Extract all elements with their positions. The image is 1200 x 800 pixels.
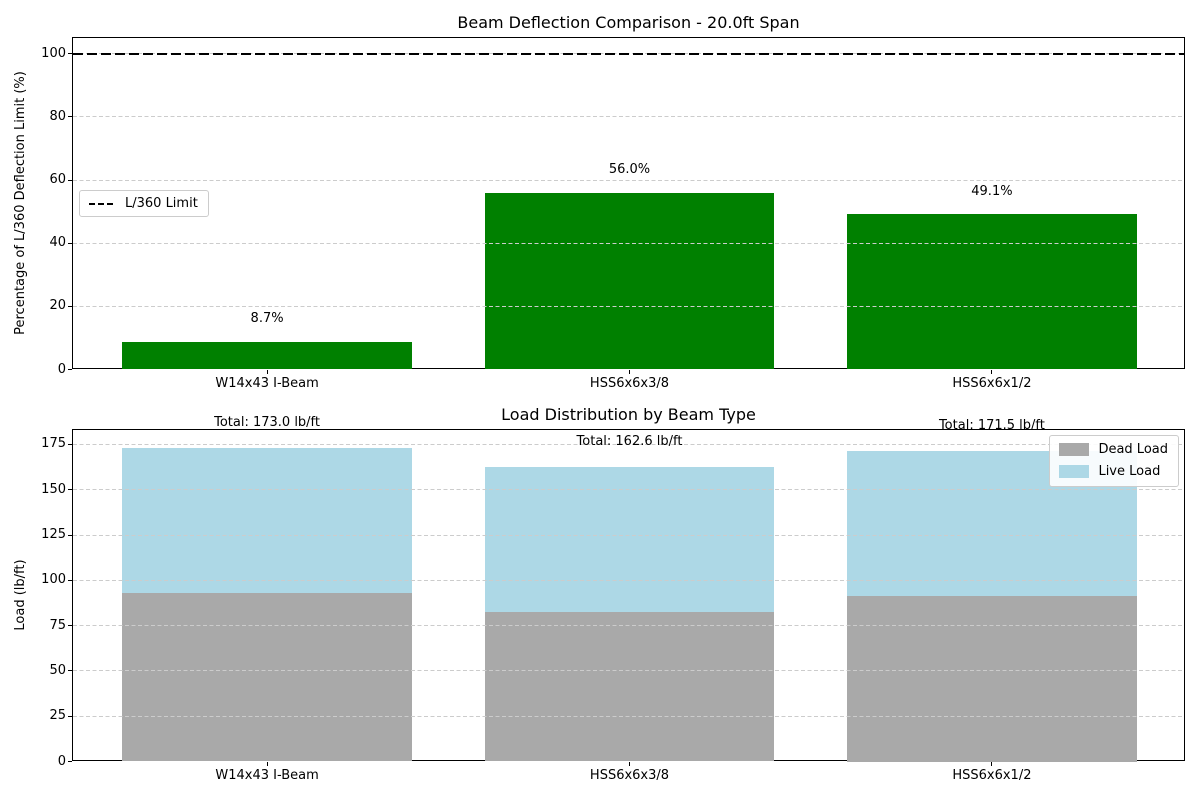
y-tick-label: 0	[57, 753, 66, 769]
y-tick	[68, 670, 72, 672]
x-tick-label-hss6x6x1-2: HSS6x6x1/2	[952, 375, 1032, 391]
y-tick-label: 60	[49, 172, 66, 188]
legend-label-live-load: Live Load	[1098, 464, 1161, 479]
total-label-hss6x6x1-2: Total: 171.5 lb/ft	[938, 417, 1045, 433]
x-tick-label-w14x43-i-beam: W14x43 I-Beam	[215, 767, 319, 783]
y-tick	[68, 369, 72, 370]
x-tick-label-hss6x6x3-8: HSS6x6x3/8	[589, 375, 670, 391]
y-tick-label: 0	[57, 361, 66, 377]
y-tick	[68, 715, 72, 717]
deflection-chart-title: Beam Deflection Comparison - 20.0ft Span	[457, 13, 800, 32]
dead-load-segment-hss6x6x3-8	[484, 611, 775, 762]
legend-label-limit: L/360 Limit	[125, 196, 198, 211]
y-tick	[68, 761, 72, 762]
live-load-swatch	[1059, 465, 1090, 478]
x-tick	[629, 369, 630, 374]
deflection-bar-hss6x6x3-8	[484, 192, 775, 370]
y-tick	[68, 53, 72, 55]
deflection-legend: L/360 Limit	[79, 190, 209, 217]
legend-row-live-load: Live Load	[1059, 464, 1168, 479]
gridline	[73, 715, 1184, 717]
x-tick	[629, 761, 630, 766]
deflection-bar-hss6x6x1-2	[846, 214, 1137, 370]
y-tick	[68, 579, 72, 581]
gridline	[73, 625, 1184, 627]
y-tick	[68, 489, 72, 491]
y-tick-label: 75	[49, 617, 66, 633]
y-tick	[68, 179, 72, 181]
l360-limit-line	[73, 52, 1184, 55]
y-tick-label: 20	[49, 298, 66, 314]
x-tick	[991, 761, 993, 766]
live-load-segment-hss6x6x3-8	[484, 466, 775, 612]
dead-load-segment-hss6x6x1-2	[846, 595, 1137, 762]
bar-value-label: 8.7%	[250, 311, 284, 327]
x-tick	[266, 761, 268, 766]
total-label-w14x43-i-beam: Total: 173.0 lb/ft	[214, 415, 321, 430]
y-tick	[68, 305, 72, 307]
deflection-bar-w14x43-i-beam	[122, 342, 413, 370]
load-chart-title: Load Distribution by Beam Type	[501, 405, 756, 424]
legend-label-dead-load: Dead Load	[1098, 442, 1168, 457]
y-tick-label: 50	[49, 662, 66, 678]
bar-value-label: 56.0%	[608, 161, 651, 177]
load-legend: Dead Load Live Load	[1049, 435, 1179, 487]
gridline	[73, 579, 1184, 581]
total-label-hss6x6x3-8: Total: 162.6 lb/ft	[576, 433, 683, 449]
y-tick-label: 125	[41, 527, 66, 543]
dead-load-segment-w14x43-i-beam	[122, 593, 413, 762]
y-tick	[68, 534, 72, 536]
y-tick	[68, 116, 72, 118]
x-tick-label-hss6x6x3-8: HSS6x6x3/8	[589, 767, 670, 783]
y-tick-label: 100	[41, 572, 66, 588]
live-load-segment-w14x43-i-beam	[122, 448, 413, 594]
gridline	[73, 670, 1184, 672]
x-tick	[266, 369, 268, 374]
y-tick	[68, 625, 72, 627]
bar-value-label: 49.1%	[971, 183, 1013, 199]
y-tick-label: 175	[41, 436, 66, 452]
gridline	[73, 116, 1184, 118]
deflection-y-axis-label: Percentage of L/360 Deflection Limit (%)	[13, 71, 28, 335]
gridline	[73, 489, 1184, 491]
y-tick-label: 40	[49, 235, 66, 251]
x-tick-label-hss6x6x1-2: HSS6x6x1/2	[952, 767, 1032, 783]
gridline	[73, 179, 1184, 181]
y-tick	[68, 242, 72, 244]
x-tick	[991, 369, 993, 374]
y-tick-label: 150	[41, 481, 66, 497]
y-tick-label: 80	[49, 108, 66, 124]
gridline	[73, 242, 1184, 244]
dead-load-swatch	[1059, 443, 1090, 456]
load-plot-area: Dead Load Live Load 0 25 50 75 100 125 150 175 W…	[41, 416, 1185, 782]
dashed-line-swatch	[89, 202, 116, 205]
deflection-plot-area: L/360 Limit 0 20 40 60 80 100 W14x43 I-Beam HSS…	[41, 37, 1185, 390]
gridline	[73, 443, 1184, 445]
gridline	[73, 534, 1184, 536]
legend-row-dead-load: Dead Load	[1059, 442, 1168, 457]
y-tick-label: 100	[41, 45, 66, 61]
x-tick-label-w14x43-i-beam: W14x43 I-Beam	[215, 375, 319, 391]
y-tick-label: 25	[49, 708, 66, 724]
gridline	[73, 305, 1184, 307]
y-tick	[68, 443, 72, 445]
